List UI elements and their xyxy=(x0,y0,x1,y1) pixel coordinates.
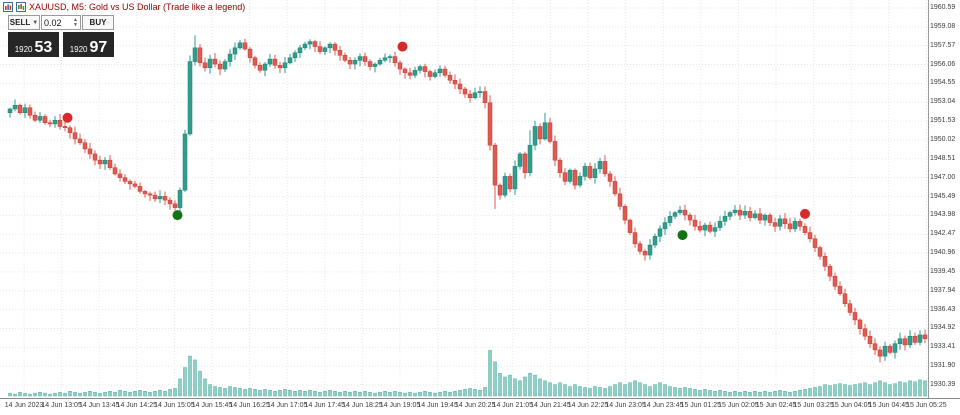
time-axis-label: 14 Jun 16:25 xyxy=(229,402,270,409)
price-axis-label: 1953.04 xyxy=(930,98,956,106)
time-axis-label: 14 Jun 13:45 xyxy=(78,402,120,409)
time-axis-label: 14 Jun 18:25 xyxy=(342,402,383,409)
time-axis-label: 14 Jun 22:25 xyxy=(567,402,609,409)
time-axis-label: 15 Jun 03:25 xyxy=(793,402,834,409)
price-axis-label: 1956.06 xyxy=(930,60,956,68)
sell-price-small: 1920 xyxy=(14,45,33,54)
buy-price-display[interactable]: 1920 97 xyxy=(63,32,114,57)
volume-down-icon[interactable]: ▼ xyxy=(73,21,78,28)
price-axis-label: 1954.55 xyxy=(930,79,956,87)
sell-signal-dot xyxy=(800,208,810,219)
time-axis-label: 15 Jun 01:25 xyxy=(680,402,722,409)
time-axis-label: 15 Jun 05:25 xyxy=(906,402,947,409)
volume-stepper[interactable]: 0.02 ▲ ▼ xyxy=(41,15,81,30)
time-axis-label: 15 Jun 04:05 xyxy=(830,402,872,409)
candlestick-icon xyxy=(16,2,26,12)
buy-price-small: 1920 xyxy=(69,45,88,54)
price-axis[interactable]: 1960.59 1959.08 1957.57 1956.06 1954.55 1953.… xyxy=(930,0,960,398)
price-axis-label: 1942.47 xyxy=(930,230,956,238)
time-axis-label: 14 Jun 23:45 xyxy=(642,402,684,409)
price-axis-label: 1950.02 xyxy=(930,135,956,143)
sell-signal-dot xyxy=(62,112,73,123)
price-axis-label: 1936.43 xyxy=(930,305,956,313)
time-axis-label: 14 Jun 2023 xyxy=(4,402,44,409)
time-axis-label: 15 Jun 02:05 xyxy=(718,402,759,409)
chart-title: XAUUSD, M5: Gold vs US Dollar (Trade lik… xyxy=(29,2,246,12)
price-axis-label: 1947.00 xyxy=(930,173,956,181)
time-axis-label: 14 Jun 21:05 xyxy=(492,402,534,409)
price-axis-label: 1951.53 xyxy=(930,117,956,125)
sell-button[interactable]: SELL ▼ xyxy=(8,15,40,30)
sell-price-big: 53 xyxy=(34,39,53,56)
volume-bars xyxy=(8,350,927,397)
buy-button[interactable]: BUY xyxy=(82,15,114,30)
sell-button-label: SELL xyxy=(9,18,31,27)
price-axis-label: 1930.39 xyxy=(930,381,956,388)
volume-up-icon[interactable]: ▲ xyxy=(73,16,78,23)
buy-button-label: BUY xyxy=(89,18,107,27)
chart-icon xyxy=(3,2,13,12)
sell-signal-dot xyxy=(397,41,408,52)
price-axis-label: 1933.41 xyxy=(930,343,956,351)
signal-dots xyxy=(62,41,810,241)
price-axis-label: 1931.90 xyxy=(930,362,956,370)
price-axis-label: 1934.92 xyxy=(930,324,956,332)
time-axis-label: 14 Jun 17:45 xyxy=(304,402,346,409)
time-axis-label: 15 Jun 04:45 xyxy=(868,402,910,409)
time-axis-label: 14 Jun 13:05 xyxy=(41,402,82,409)
time-axis-label: 14 Jun 15:05 xyxy=(154,402,195,409)
chart-title-bar: XAUUSD, M5: Gold vs US Dollar (Trade lik… xyxy=(0,0,245,14)
price-axis-label: 1939.45 xyxy=(930,267,956,275)
price-axis-label: 1940.96 xyxy=(930,249,956,257)
time-axis-label: 14 Jun 20:25 xyxy=(454,402,496,409)
time-axis-label: 14 Jun 19:45 xyxy=(417,402,458,409)
time-axis-label: 14 Jun 21:45 xyxy=(530,402,571,409)
price-axis-label: 1959.08 xyxy=(930,22,956,30)
time-axis-label: 14 Jun 23:05 xyxy=(605,402,646,409)
one-click-trading-panel: SELL ▼ 0.02 ▲ ▼ BUY 1920 53 1920 97 xyxy=(8,15,114,57)
candles xyxy=(7,35,928,363)
volume-value: 0.02 xyxy=(44,17,62,28)
price-axis-label: 1957.57 xyxy=(930,41,956,49)
price-axis-label: 1937.94 xyxy=(930,286,956,294)
price-axis-label: 1960.59 xyxy=(930,4,956,11)
price-axis-label: 1945.49 xyxy=(930,192,956,200)
buy-price-big: 97 xyxy=(89,39,108,56)
time-axis-label: 14 Jun 19:05 xyxy=(379,402,421,409)
price-axis-label: 1943.98 xyxy=(930,211,956,219)
grid xyxy=(0,0,928,397)
time-axis-label: 15 Jun 02:45 xyxy=(755,402,797,409)
chart-canvas[interactable] xyxy=(0,0,960,398)
time-axis-label: 14 Jun 15:45 xyxy=(191,402,233,409)
time-axis-label: 14 Jun 14:25 xyxy=(116,402,158,409)
price-axis-label: 1948.51 xyxy=(930,154,956,162)
buy-signal-dot xyxy=(172,210,183,221)
time-axis-label: 14 Jun 17:05 xyxy=(266,402,308,409)
buy-signal-dot xyxy=(677,230,688,241)
time-axis[interactable]: 14 Jun 2023 14 Jun 13:05 14 Jun 13:45 14 Ju… xyxy=(0,398,960,415)
sell-price-display[interactable]: 1920 53 xyxy=(8,32,59,57)
chevron-down-icon: ▼ xyxy=(32,19,39,26)
